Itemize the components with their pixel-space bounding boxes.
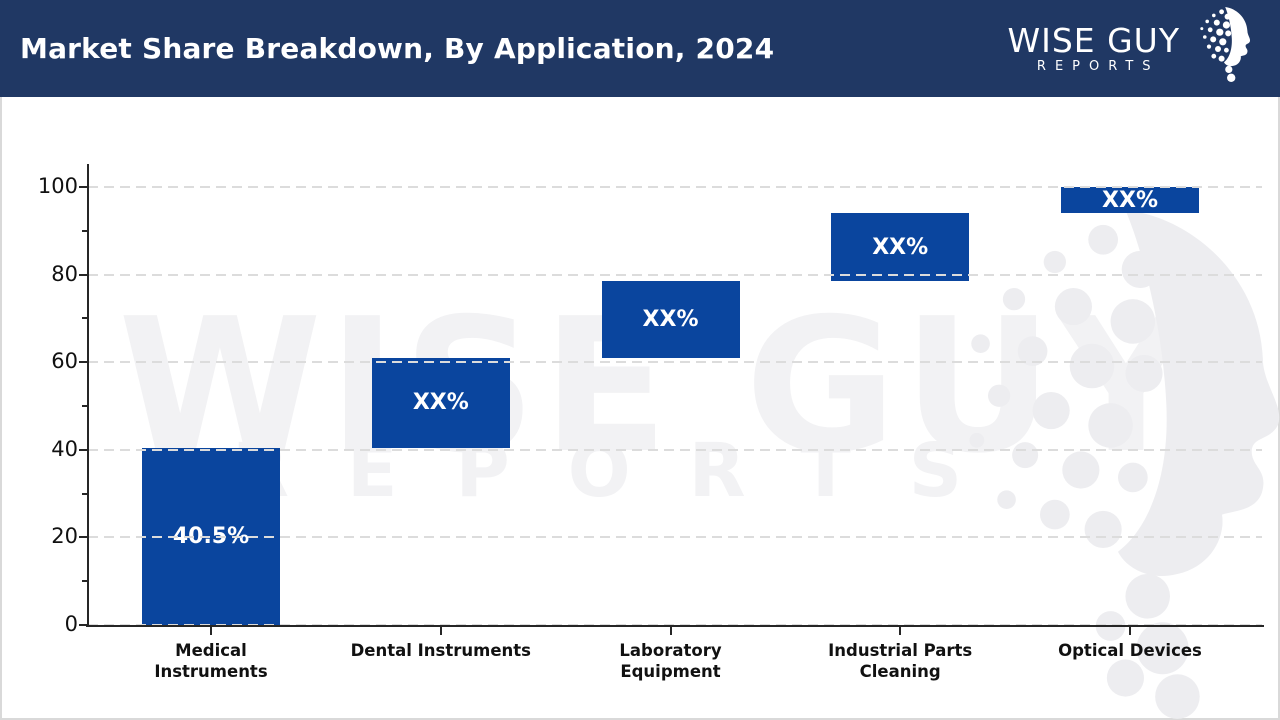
y-tick-mark — [79, 361, 87, 364]
y-minor-tick-mark — [82, 492, 87, 495]
y-minor-tick-mark — [82, 317, 87, 320]
logo-reports-text: REPORTS — [1036, 59, 1160, 74]
y-tick-label: 60 — [51, 349, 78, 374]
y-tick-mark — [79, 536, 87, 539]
y-minor-tick-mark — [82, 229, 87, 232]
y-tick-mark — [79, 186, 87, 188]
y-tick-label: 0 — [64, 612, 78, 636]
x-tick-label: Industrial Parts Cleaning — [828, 641, 973, 681]
x-tick-mark — [1129, 627, 1131, 635]
bar: XX% — [601, 281, 740, 358]
y-tick-mark — [79, 624, 87, 626]
x-tick-label: Medical Instruments — [154, 641, 268, 681]
watermark-head-icon — [969, 210, 1280, 719]
bar-value-label: XX% — [1102, 187, 1158, 213]
header-bar: Market Share Breakdown, By Application, … — [0, 0, 1280, 97]
y-tick-label: 20 — [51, 524, 78, 549]
x-tick-mark — [669, 627, 672, 635]
y-tick-mark — [79, 273, 87, 276]
y-minor-tick-mark — [82, 580, 87, 583]
y-tick-label: 40 — [51, 436, 78, 461]
bar: XX% — [371, 357, 510, 448]
bar: XX% — [1061, 187, 1199, 214]
y-minor-tick-mark — [82, 405, 87, 407]
brand-logo: WISE GUY REPORTS — [1007, 6, 1266, 92]
y-axis-line — [87, 164, 89, 627]
bar-value-label: 40.5% — [172, 523, 250, 549]
logo-head-icon — [1200, 7, 1251, 82]
y-tick-label: 80 — [51, 261, 78, 286]
logo-wiseguy-text: WISE GUY — [1007, 21, 1180, 60]
grid-line — [88, 536, 1262, 539]
grid-line — [88, 361, 1262, 364]
x-tick-mark — [439, 627, 442, 635]
y-tick-mark — [79, 448, 87, 451]
x-axis-line — [86, 625, 1264, 627]
grid-line — [88, 186, 1262, 188]
x-tick-mark — [899, 627, 902, 635]
bar-value-label: XX% — [872, 234, 929, 260]
x-tick-label: Dental Instruments — [350, 641, 531, 660]
bar-value-label: XX% — [642, 306, 699, 332]
watermark-reports-text: REPORTS — [232, 428, 1021, 514]
x-tick-label: Optical Devices — [1058, 641, 1202, 660]
x-tick-mark — [210, 627, 212, 635]
bar-value-label: XX% — [412, 390, 469, 416]
bar: 40.5% — [142, 447, 280, 625]
grid-line — [88, 448, 1262, 451]
page-title: Market Share Breakdown, By Application, … — [20, 32, 775, 65]
grid-line — [88, 273, 1262, 276]
bar: XX% — [831, 213, 970, 282]
y-tick-label: 100 — [37, 174, 78, 198]
x-tick-label: Laboratory Equipment — [619, 641, 722, 681]
